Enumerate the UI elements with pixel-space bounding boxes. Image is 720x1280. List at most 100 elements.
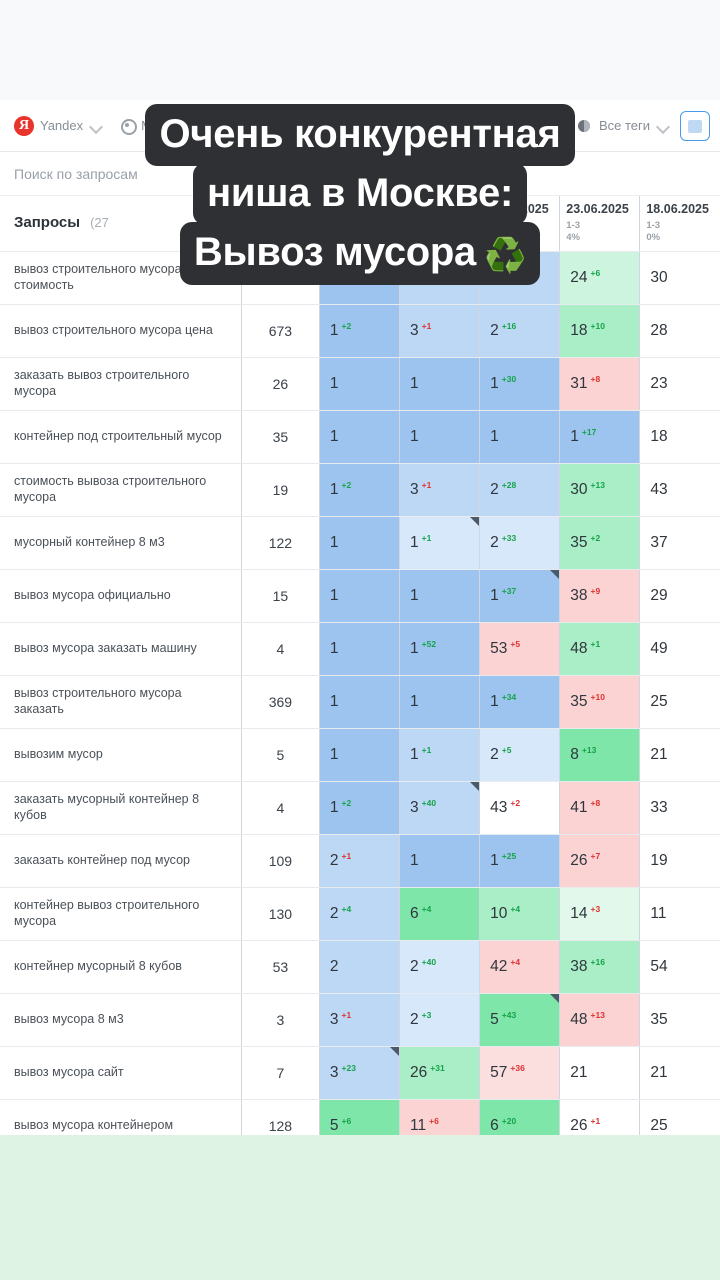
keyword-cell[interactable]: вывоз мусора контейнером xyxy=(0,1099,242,1135)
position-cell[interactable]: 1 +17 xyxy=(559,410,641,464)
position-cell[interactable]: 25 xyxy=(639,1099,720,1135)
position-cell[interactable]: 3 +40 xyxy=(399,781,481,835)
keyword-cell[interactable]: вывоз мусора сайт xyxy=(0,1046,242,1100)
table-row[interactable]: вывоз мусора сайт 7 3 +23 26 +31 57 +36 21 21 xyxy=(0,1046,720,1100)
position-cell[interactable]: 8 +13 xyxy=(559,728,641,782)
table-row[interactable]: заказать контейнер под мусор 109 2 +1 1 1 +25 2… xyxy=(0,834,720,888)
position-cell[interactable]: 1 xyxy=(319,516,401,570)
position-cell[interactable]: 2 +1 xyxy=(319,834,401,888)
table-row[interactable]: контейнер вывоз строительного мусора 130 2… xyxy=(0,887,720,941)
table-row[interactable]: вывоз мусора официально 15 1 1 1 +37 38 +9 29 xyxy=(0,569,720,623)
position-cell[interactable]: 5 +6 xyxy=(319,1099,401,1135)
position-cell[interactable]: 1 xyxy=(399,675,481,729)
position-cell[interactable]: 1 xyxy=(319,675,401,729)
position-cell[interactable] xyxy=(319,251,401,305)
table-row[interactable]: контейнер мусорный 8 кубов 53 2 2 +40 42 +4 38 +… xyxy=(0,940,720,994)
position-cell[interactable]: 48 +1 xyxy=(559,622,641,676)
position-cell[interactable]: 1 +37 xyxy=(479,569,561,623)
position-cell[interactable] xyxy=(399,251,481,305)
position-cell[interactable]: 1 xyxy=(319,410,401,464)
search-input[interactable]: Поиск по запросам xyxy=(14,165,138,182)
position-cell[interactable]: 1 +25 xyxy=(479,834,561,888)
position-cell[interactable]: 10 +4 xyxy=(479,887,561,941)
position-cell[interactable]: 30 xyxy=(639,251,720,305)
position-cell[interactable]: 1 xyxy=(319,728,401,782)
position-cell[interactable]: 2 +33 xyxy=(479,516,561,570)
position-cell[interactable]: 1 +1 xyxy=(399,516,481,570)
position-cell[interactable]: 1 xyxy=(399,834,481,888)
position-cell[interactable]: 2 +40 xyxy=(399,940,481,994)
position-cell[interactable]: 1 +2 xyxy=(319,463,401,517)
position-cell[interactable]: 2 +3 xyxy=(399,993,481,1047)
keyword-cell[interactable]: вывоз мусора заказать машину xyxy=(0,622,242,676)
keyword-cell[interactable]: вывозим мусор xyxy=(0,728,242,782)
position-cell[interactable]: 1 xyxy=(319,569,401,623)
position-cell[interactable]: 6 +4 xyxy=(399,887,481,941)
col-header-date-3[interactable]: 23.06.2025 1-3 4% xyxy=(559,196,641,252)
position-cell[interactable]: 2 xyxy=(319,940,401,994)
position-cell[interactable]: 18 +10 xyxy=(559,304,641,358)
position-cell[interactable]: 23 xyxy=(639,357,720,411)
keyword-cell[interactable]: вывоз строительного мусора стоимость xyxy=(0,251,242,305)
position-cell[interactable]: 42 +4 xyxy=(479,940,561,994)
position-cell[interactable]: 2 +5 xyxy=(479,728,561,782)
position-cell[interactable]: 54 xyxy=(639,940,720,994)
position-cell[interactable]: 43 xyxy=(639,463,720,517)
col-header-date-4[interactable]: 18.06.2025 1-3 0% xyxy=(639,196,720,252)
position-cell[interactable]: 26 +7 xyxy=(559,834,641,888)
position-cell[interactable]: 57 +36 xyxy=(479,1046,561,1100)
position-cell[interactable]: 37 xyxy=(639,516,720,570)
position-cell[interactable]: 21 xyxy=(639,728,720,782)
position-cell[interactable]: 28 xyxy=(639,304,720,358)
position-cell[interactable]: 18 xyxy=(639,410,720,464)
keyword-cell[interactable]: контейнер под строительный мусор xyxy=(0,410,242,464)
position-cell[interactable]: 26 +31 xyxy=(399,1046,481,1100)
position-cell[interactable]: 1 +2 xyxy=(319,781,401,835)
keyword-cell[interactable]: контейнер мусорный 8 кубов xyxy=(0,940,242,994)
position-cell[interactable]: 1 xyxy=(399,569,481,623)
toolbar-action-button[interactable] xyxy=(680,110,711,141)
col-header-queries[interactable]: Запросы (27 xyxy=(0,196,242,252)
search-engine-selector[interactable]: Я Yandex xyxy=(8,112,109,140)
table-row[interactable]: вывозим мусор 5 1 1 +1 2 +5 8 +13 21 xyxy=(0,728,720,782)
position-cell[interactable]: 19 xyxy=(639,834,720,888)
position-cell[interactable]: 3 +1 xyxy=(399,304,481,358)
position-cell[interactable]: 5 +43 xyxy=(479,993,561,1047)
table-row[interactable]: вывоз строительного мусора заказать 369 1 1… xyxy=(0,675,720,729)
position-cell[interactable]: 6 +20 xyxy=(479,1099,561,1135)
position-cell[interactable]: 1 xyxy=(319,357,401,411)
position-cell[interactable]: 3 +1 xyxy=(319,993,401,1047)
position-cell[interactable]: 38 +9 xyxy=(559,569,641,623)
position-cell[interactable]: 48 +13 xyxy=(559,993,641,1047)
position-cell[interactable]: 1 +2 xyxy=(319,304,401,358)
position-cell[interactable]: 11 +6 xyxy=(399,1099,481,1135)
position-cell[interactable]: 53 +5 xyxy=(479,622,561,676)
position-cell[interactable]: 3 +1 xyxy=(399,463,481,517)
position-cell[interactable]: 24 +6 xyxy=(559,251,641,305)
position-cell[interactable]: 1 +34 xyxy=(479,675,561,729)
col-header-date-1[interactable]: 01.07.2025 1-3 53% xyxy=(399,196,481,252)
position-cell[interactable]: 38 +16 xyxy=(559,940,641,994)
position-cell[interactable]: 1 xyxy=(399,357,481,411)
position-cell[interactable]: 1 xyxy=(399,410,481,464)
position-cell[interactable]: 41 +8 xyxy=(559,781,641,835)
table-row[interactable]: вывоз строительного мусора цена 673 1 +2 3 +1… xyxy=(0,304,720,358)
position-cell[interactable]: 35 xyxy=(639,993,720,1047)
position-cell[interactable]: 25 xyxy=(639,675,720,729)
keyword-cell[interactable]: заказать вывоз строительного мусора xyxy=(0,357,242,411)
keyword-cell[interactable]: контейнер вывоз строительного мусора xyxy=(0,887,242,941)
col-header-frequency[interactable]: Частота "!ч" xyxy=(241,196,320,252)
position-cell[interactable]: 1 +52 xyxy=(399,622,481,676)
table-row[interactable]: вывоз мусора 8 м3 3 3 +1 2 +3 5 +43 48 +13 35 xyxy=(0,993,720,1047)
table-row[interactable]: мусорный контейнер 8 м3 122 1 1 +1 2 +33 35 +2 37 xyxy=(0,516,720,570)
position-cell[interactable]: 2 +4 xyxy=(319,887,401,941)
query-search-row[interactable]: Поиск по запросам xyxy=(0,152,720,196)
position-cell[interactable]: 30 +13 xyxy=(559,463,641,517)
position-cell[interactable]: 49 xyxy=(639,622,720,676)
position-cell[interactable]: 14 +3 xyxy=(559,887,641,941)
keyword-cell[interactable]: вывоз мусора 8 м3 xyxy=(0,993,242,1047)
keyword-cell[interactable]: вывоз мусора официально xyxy=(0,569,242,623)
position-cell[interactable]: 33 xyxy=(639,781,720,835)
keyword-cell[interactable]: заказать контейнер под мусор xyxy=(0,834,242,888)
position-cell[interactable]: 1 +1 xyxy=(399,728,481,782)
